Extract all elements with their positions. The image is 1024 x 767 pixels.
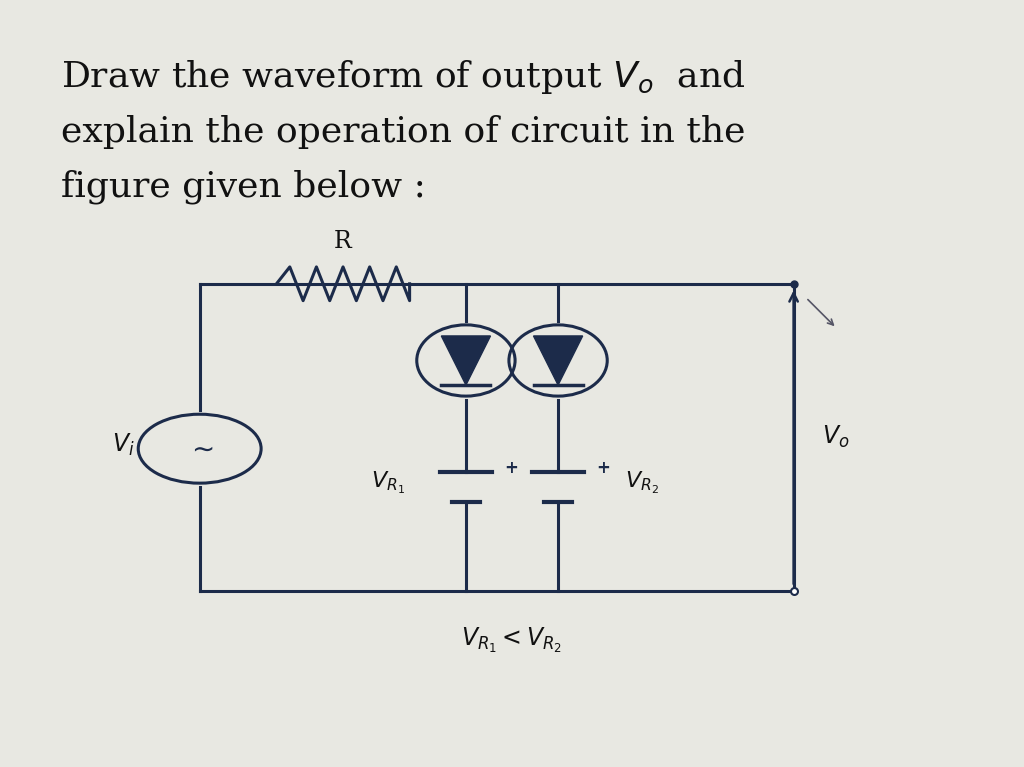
Text: figure given below :: figure given below : [61,170,426,204]
Text: $\sim$: $\sim$ [185,435,214,463]
Text: +: + [504,459,518,477]
Polygon shape [534,336,583,385]
Text: $V_{R_1} < V_{R_2}$: $V_{R_1} < V_{R_2}$ [462,626,562,655]
Text: Draw the waveform of output $V_o$  and: Draw the waveform of output $V_o$ and [61,58,746,96]
Text: $V_i$: $V_i$ [112,432,134,458]
Text: +: + [596,459,610,477]
Text: R: R [334,230,352,253]
Polygon shape [441,336,490,385]
Text: $V_o$: $V_o$ [822,424,850,450]
Text: $V_{R_1}$: $V_{R_1}$ [371,470,404,496]
Text: $V_{R_2}$: $V_{R_2}$ [625,470,658,496]
Text: explain the operation of circuit in the: explain the operation of circuit in the [61,115,745,149]
